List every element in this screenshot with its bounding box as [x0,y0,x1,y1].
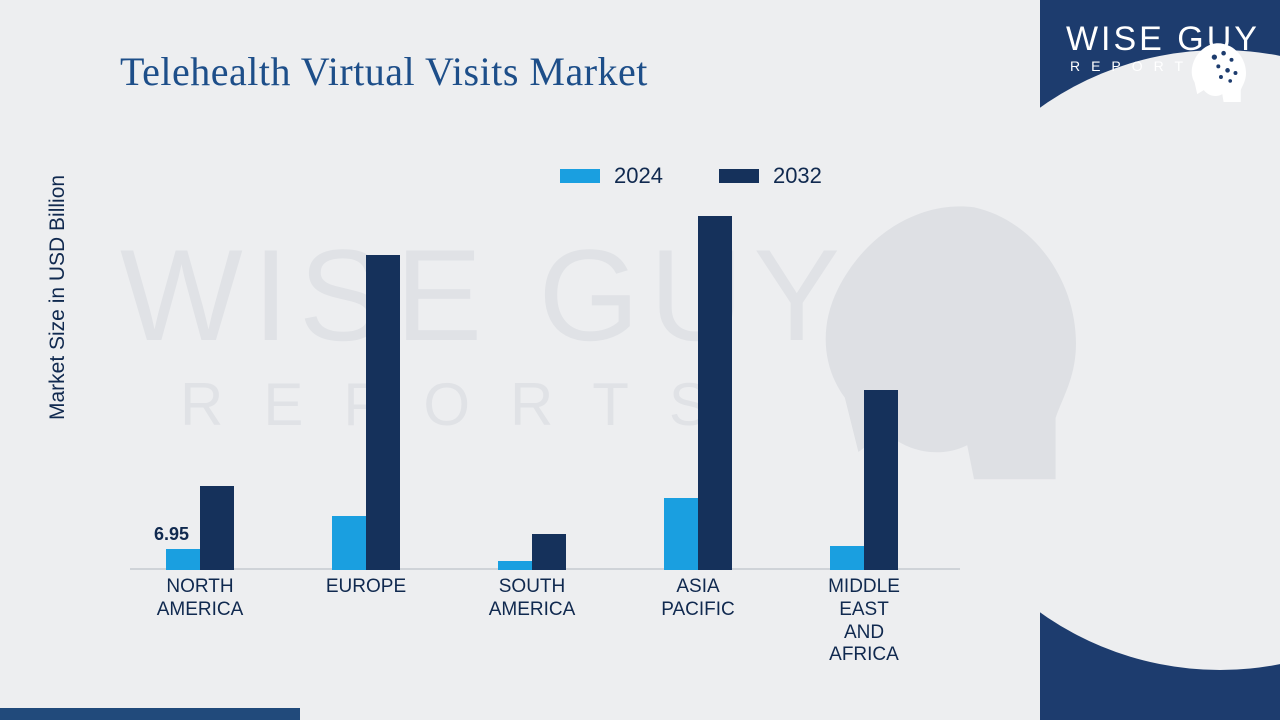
y-axis-label: Market Size in USD Billion [46,175,70,420]
x-axis-category-label: EUROPE [296,576,436,599]
bar-2032 [864,390,898,570]
plot-area: 6.95 [130,210,960,570]
bar-2032 [200,486,234,570]
bar-2024 [830,546,864,570]
x-labels-row: NORTHAMERICA EUROPE SOUTHAMERICA ASIAPACIFI… [130,570,960,690]
chart-title: Telehealth Virtual Visits Market [120,48,648,95]
x-axis-category-label: ASIAPACIFIC [628,576,768,622]
x-axis-category-label: SOUTHAMERICA [462,576,602,622]
x-axis-category-label: MIDDLEEASTANDAFRICA [794,576,934,667]
bar-2024 [166,549,200,570]
bar-2032 [532,534,566,570]
bar-2024 [332,516,366,570]
x-axis-category-label: NORTHAMERICA [130,576,270,622]
bottom-accent-bar [0,708,300,720]
chart-area: Market Size in USD Billion 6.95 NORTHAME… [60,160,980,700]
bar-2032 [366,255,400,570]
bar-2024 [664,498,698,570]
bar-2024 [498,561,532,570]
bar-value-label: 6.95 [154,524,189,545]
logo-head-icon [1184,40,1250,106]
brand-logo: WISE GUY REPORTS [1066,22,1260,74]
chart-canvas: WISE GUY REPORTS Telehealth Virtual Visi… [0,0,1280,720]
bar-2032 [698,216,732,570]
